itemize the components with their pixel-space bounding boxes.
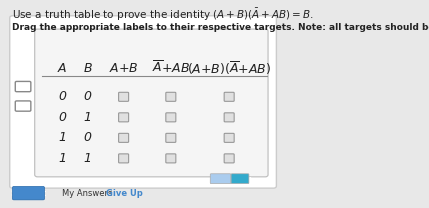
Text: My Answers: My Answers (63, 189, 113, 198)
FancyBboxPatch shape (166, 113, 176, 122)
FancyBboxPatch shape (224, 133, 234, 142)
Text: reset: reset (212, 176, 230, 182)
Text: 0: 0 (19, 82, 27, 92)
Text: $(\it{A}$$+$$\it{B})(\overline{\it{A}}$$+$$\it{AB})$: $(\it{A}$$+$$\it{B})(\overline{\it{A}}$$… (187, 59, 271, 77)
FancyBboxPatch shape (15, 101, 31, 111)
Text: 0: 0 (58, 90, 66, 103)
FancyBboxPatch shape (224, 154, 234, 163)
Text: 0: 0 (84, 90, 91, 103)
Text: Give Up: Give Up (106, 189, 142, 198)
Text: 0: 0 (84, 131, 91, 144)
FancyBboxPatch shape (231, 174, 249, 184)
FancyBboxPatch shape (10, 16, 276, 188)
Text: Submit: Submit (10, 189, 47, 198)
FancyBboxPatch shape (12, 187, 45, 200)
Text: $\it{A}$$+$$\it{B}$: $\it{A}$$+$$\it{B}$ (109, 62, 139, 75)
FancyBboxPatch shape (166, 154, 176, 163)
FancyBboxPatch shape (166, 92, 176, 101)
Text: $\overline{\it{A}}$$+$$\it{AB}$: $\overline{\it{A}}$$+$$\it{AB}$ (152, 60, 190, 76)
Text: 1: 1 (84, 152, 91, 165)
Text: 0: 0 (58, 111, 66, 124)
FancyBboxPatch shape (224, 92, 234, 101)
Text: ? help: ? help (228, 176, 252, 182)
FancyBboxPatch shape (118, 92, 129, 101)
FancyBboxPatch shape (118, 154, 129, 163)
Text: 1: 1 (19, 101, 27, 111)
FancyBboxPatch shape (118, 113, 129, 122)
Text: 1: 1 (84, 111, 91, 124)
FancyBboxPatch shape (210, 174, 231, 184)
FancyBboxPatch shape (224, 113, 234, 122)
Text: Drag the appropriate labels to their respective targets. Note: all targets shoul: Drag the appropriate labels to their res… (12, 23, 429, 32)
Text: $\it{B}$: $\it{B}$ (83, 62, 92, 75)
Text: 1: 1 (58, 131, 66, 144)
FancyBboxPatch shape (15, 81, 31, 92)
Text: Use a truth table to prove the identity $(A + B)(\bar{A} + AB) = B.$: Use a truth table to prove the identity … (12, 6, 314, 23)
Text: 1: 1 (58, 152, 66, 165)
FancyBboxPatch shape (118, 133, 129, 142)
FancyBboxPatch shape (166, 133, 176, 142)
Text: $\it{A}$: $\it{A}$ (57, 62, 68, 75)
FancyBboxPatch shape (35, 29, 268, 177)
